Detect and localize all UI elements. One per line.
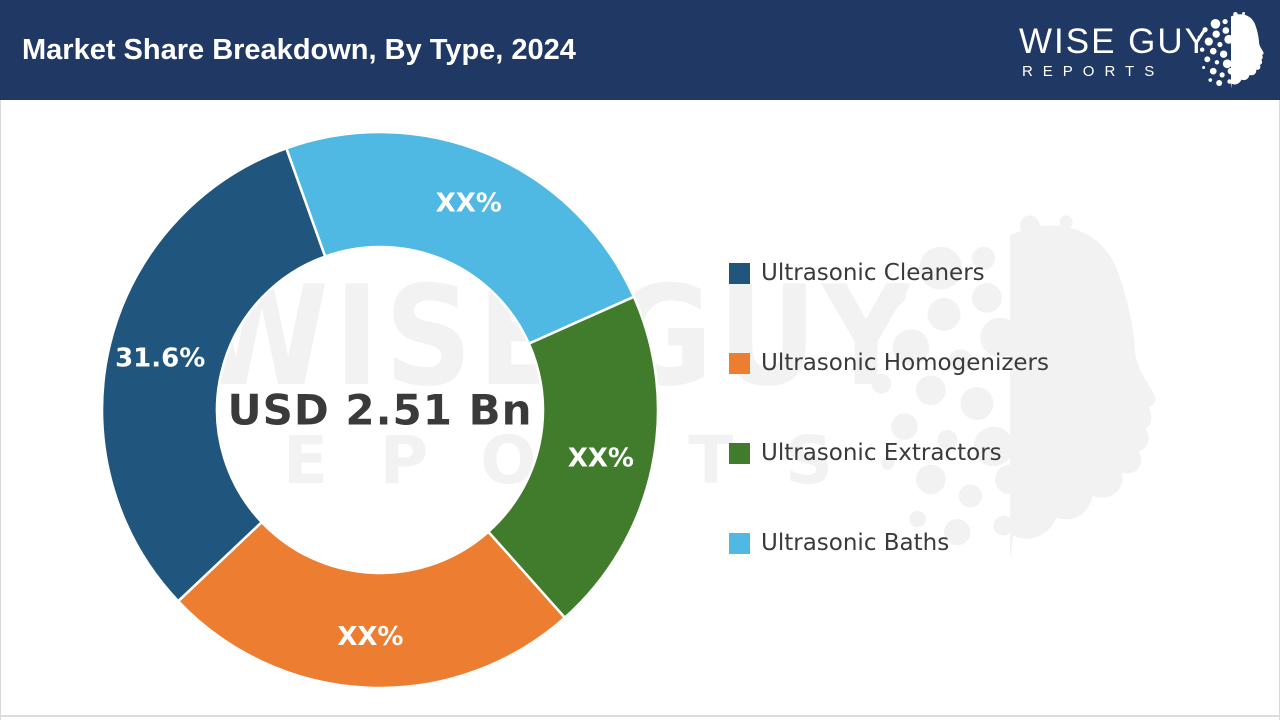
legend: Ultrasonic Cleaners Ultrasonic Homogenize… xyxy=(729,228,1049,588)
legend-label: Ultrasonic Homogenizers xyxy=(761,350,1049,376)
legend-label: Ultrasonic Extractors xyxy=(761,440,1002,466)
bottom-rule xyxy=(0,715,1280,717)
legend-item-ultrasonic-homogenizers[interactable]: Ultrasonic Homogenizers xyxy=(729,318,1049,408)
segment-percent-label-ultrasonic-cleaners: 31.6% xyxy=(115,344,205,374)
legend-label: Ultrasonic Baths xyxy=(761,530,950,556)
legend-label: Ultrasonic Cleaners xyxy=(761,260,985,286)
page-title: Market Share Breakdown, By Type, 2024 xyxy=(22,33,576,66)
logo-wordmark: WISE GUY xyxy=(1018,21,1210,61)
legend-swatch xyxy=(729,262,750,284)
donut-segment-ultrasonic-cleaners[interactable] xyxy=(100,147,327,603)
segment-percent-label-ultrasonic-extractors: XX% xyxy=(568,444,634,474)
donut-segment-ultrasonic-extractors[interactable] xyxy=(487,295,660,619)
wiseguy-logo-text: WISE GUY REPORTS xyxy=(1019,24,1210,79)
legend-swatch xyxy=(729,442,750,464)
wiseguy-logo: WISE GUY REPORTS xyxy=(1019,8,1268,94)
segment-percent-label-ultrasonic-baths: XX% xyxy=(436,188,502,218)
wiseguy-face-icon xyxy=(1197,11,1264,89)
legend-item-ultrasonic-cleaners[interactable]: Ultrasonic Cleaners xyxy=(729,228,1049,318)
segment-percent-label-ultrasonic-homogenizers: XX% xyxy=(337,622,403,652)
header-bar: Market Share Breakdown, By Type, 2024 WI… xyxy=(0,0,1280,100)
legend-item-ultrasonic-extractors[interactable]: Ultrasonic Extractors xyxy=(729,408,1049,498)
logo-reports-text: REPORTS xyxy=(1021,62,1165,80)
donut-segment-ultrasonic-baths[interactable] xyxy=(285,130,636,345)
legend-swatch xyxy=(729,532,750,554)
donut-center-label: USD 2.51 Bn xyxy=(227,385,533,435)
legend-swatch xyxy=(729,352,750,374)
donut-segment-ultrasonic-homogenizers[interactable] xyxy=(176,520,567,690)
legend-item-ultrasonic-baths[interactable]: Ultrasonic Baths xyxy=(729,498,1049,588)
